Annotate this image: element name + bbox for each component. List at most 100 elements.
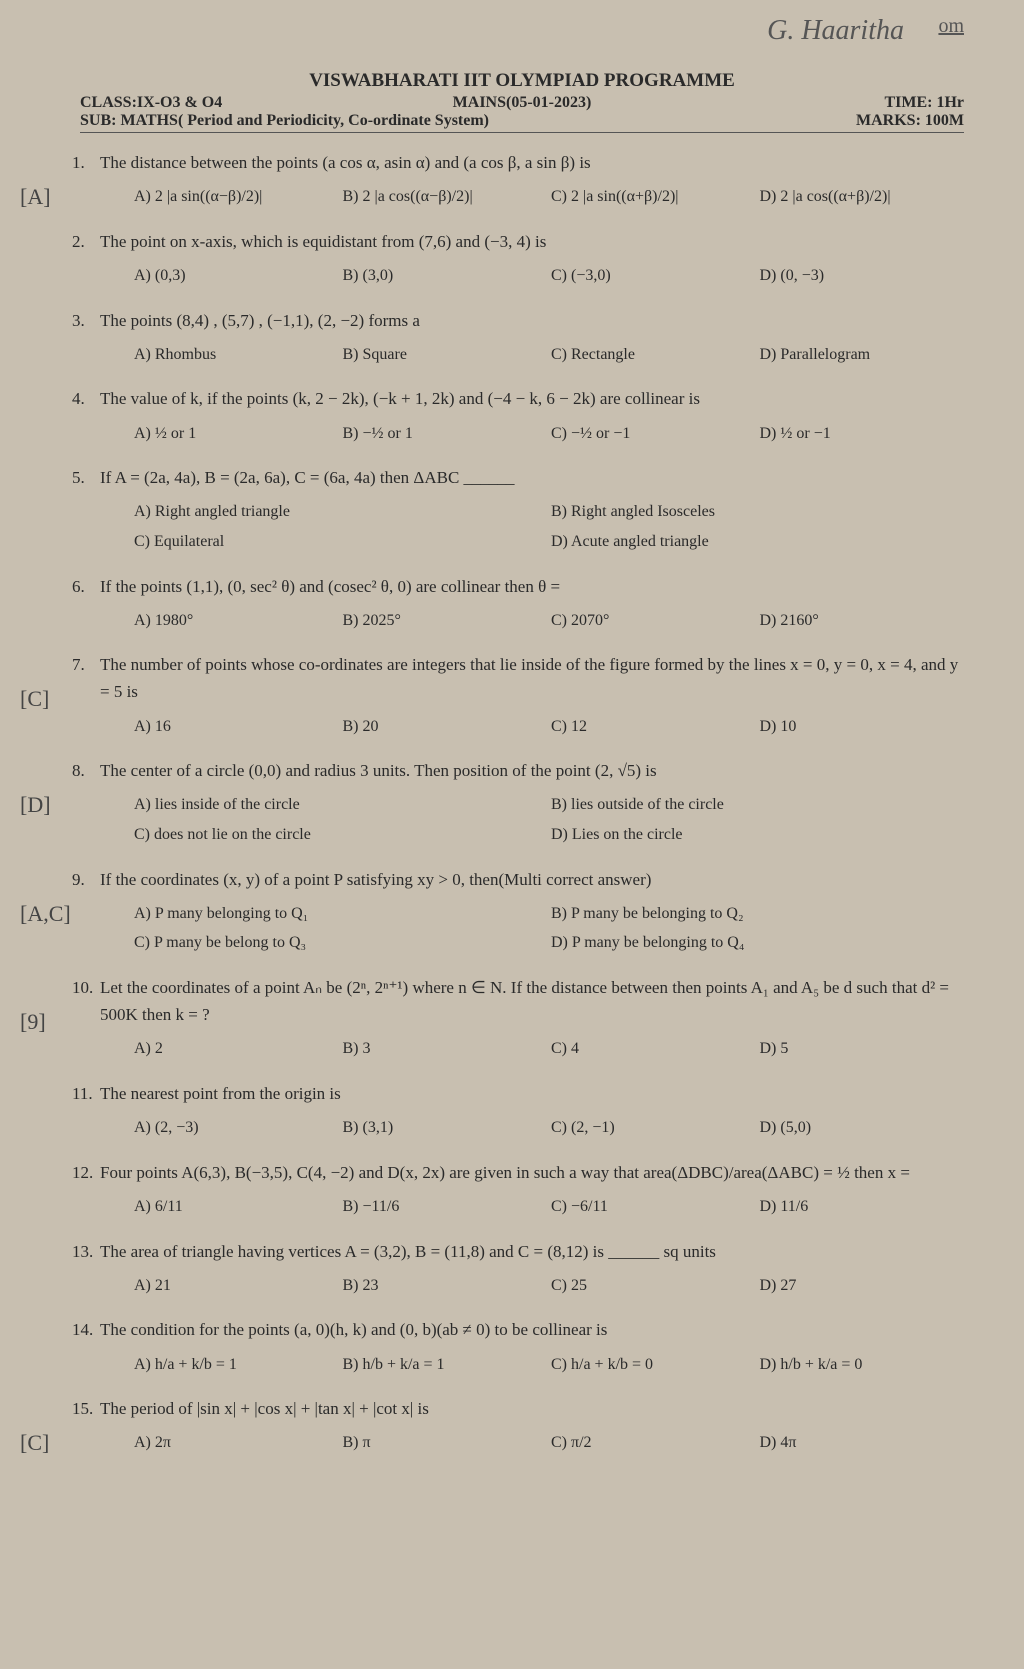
option: D) 4π bbox=[756, 1428, 965, 1458]
question-text: If A = (2a, 4a), B = (2a, 6a), C = (6a, … bbox=[100, 468, 515, 487]
handwritten-mark: [A,C] bbox=[20, 896, 71, 931]
question-number: 8. bbox=[72, 757, 85, 784]
options-row: A) 2B) 3C) 4D) 5 bbox=[100, 1034, 964, 1064]
option: A) 16 bbox=[130, 712, 339, 742]
question-text: If the coordinates (x, y) of a point P s… bbox=[100, 870, 651, 889]
option: B) 2 |a cos((α−β)/2)| bbox=[339, 182, 548, 212]
option: D) 27 bbox=[756, 1271, 965, 1301]
option: B) (3,1) bbox=[339, 1113, 548, 1143]
option: C) P many be belong to Q₃ bbox=[130, 928, 547, 958]
question-number: 6. bbox=[72, 573, 85, 600]
sub-row: SUB: MATHS( Period and Periodicity, Co-o… bbox=[80, 112, 964, 133]
question: 6.If the points (1,1), (0, sec² θ) and (… bbox=[80, 573, 964, 636]
option: C) π/2 bbox=[547, 1428, 756, 1458]
option: D) 2 |a cos((α+β)/2)| bbox=[756, 182, 965, 212]
question: 15.[C]The period of |sin x| + |cos x| + … bbox=[80, 1395, 964, 1458]
question: 10.[9]Let the coordinates of a point Aₙ … bbox=[80, 974, 964, 1064]
question-text: Let the coordinates of a point Aₙ be (2ⁿ… bbox=[100, 978, 949, 1024]
question-text: The period of |sin x| + |cos x| + |tan x… bbox=[100, 1399, 429, 1418]
handwritten-mark: [A] bbox=[20, 179, 51, 214]
option: C) h/a + k/b = 0 bbox=[547, 1350, 756, 1380]
option: C) Equilateral bbox=[130, 527, 547, 557]
question-number: 4. bbox=[72, 385, 85, 412]
option: C) −6/11 bbox=[547, 1192, 756, 1222]
question-number: 1. bbox=[72, 149, 85, 176]
question-text: The number of points whose co-ordinates … bbox=[100, 655, 958, 701]
option: D) 11/6 bbox=[756, 1192, 965, 1222]
option: C) (2, −1) bbox=[547, 1113, 756, 1143]
options-row: A) 2πB) πC) π/2D) 4π bbox=[100, 1428, 964, 1458]
option: D) 5 bbox=[756, 1034, 965, 1064]
option: A) 2 |a sin((α−β)/2)| bbox=[130, 182, 339, 212]
programme-title: VISWABHARATI IIT OLYMPIAD PROGRAMME bbox=[80, 70, 964, 92]
option: D) P many be belonging to Q₄ bbox=[547, 928, 964, 958]
question-text: The value of k, if the points (k, 2 − 2k… bbox=[100, 389, 700, 408]
header-row: CLASS:IX-O3 & O4 MAINS(05-01-2023) TIME:… bbox=[80, 94, 964, 112]
option: A) h/a + k/b = 1 bbox=[130, 1350, 339, 1380]
option: A) Rhombus bbox=[130, 340, 339, 370]
option: D) h/b + k/a = 0 bbox=[756, 1350, 965, 1380]
option: D) 10 bbox=[756, 712, 965, 742]
option: A) (2, −3) bbox=[130, 1113, 339, 1143]
option: A) P many belonging to Q₁ bbox=[130, 899, 547, 929]
question: 7.[C]The number of points whose co-ordin… bbox=[80, 651, 964, 741]
mains-label: MAINS(05-01-2023) bbox=[375, 94, 670, 112]
handwritten-mark: [9] bbox=[20, 1004, 46, 1039]
option: B) −½ or 1 bbox=[339, 419, 548, 449]
option: D) (0, −3) bbox=[756, 261, 965, 291]
option: B) (3,0) bbox=[339, 261, 548, 291]
question-number: 10. bbox=[72, 974, 93, 1001]
question-number: 14. bbox=[72, 1316, 93, 1343]
question-number: 7. bbox=[72, 651, 85, 678]
options-row: A) Right angled triangleB) Right angled … bbox=[100, 497, 964, 556]
question-number: 3. bbox=[72, 307, 85, 334]
options-row: A) 21B) 23C) 25D) 27 bbox=[100, 1271, 964, 1301]
option: B) Square bbox=[339, 340, 548, 370]
question-text: The distance between the points (a cos α… bbox=[100, 153, 591, 172]
question-number: 11. bbox=[72, 1080, 93, 1107]
options-row: A) RhombusB) SquareC) RectangleD) Parall… bbox=[100, 340, 964, 370]
question: 5.If A = (2a, 4a), B = (2a, 6a), C = (6a… bbox=[80, 464, 964, 556]
options-row: A) lies inside of the circleB) lies outs… bbox=[100, 790, 964, 849]
question-text: The nearest point from the origin is bbox=[100, 1084, 341, 1103]
option: D) Acute angled triangle bbox=[547, 527, 964, 557]
option: B) h/b + k/a = 1 bbox=[339, 1350, 548, 1380]
question-text: The condition for the points (a, 0)(h, k… bbox=[100, 1320, 607, 1339]
option: A) (0,3) bbox=[130, 261, 339, 291]
question: 4.The value of k, if the points (k, 2 − … bbox=[80, 385, 964, 448]
question: 3.The points (8,4) , (5,7) , (−1,1), (2,… bbox=[80, 307, 964, 370]
option: B) −11/6 bbox=[339, 1192, 548, 1222]
question: 9.[A,C]If the coordinates (x, y) of a po… bbox=[80, 866, 964, 958]
options-row: A) P many belonging to Q₁B) P many be be… bbox=[100, 899, 964, 958]
option: D) Lies on the circle bbox=[547, 820, 964, 850]
question: 2.The point on x-axis, which is equidist… bbox=[80, 228, 964, 291]
question-text: If the points (1,1), (0, sec² θ) and (co… bbox=[100, 577, 560, 596]
question: 12.Four points A(6,3), B(−3,5), C(4, −2)… bbox=[80, 1159, 964, 1222]
options-row: A) 1980°B) 2025°C) 2070°D) 2160° bbox=[100, 606, 964, 636]
time-label: TIME: 1Hr bbox=[669, 94, 964, 112]
handwritten-mark: [D] bbox=[20, 787, 51, 822]
option: A) 21 bbox=[130, 1271, 339, 1301]
question-text: The point on x-axis, which is equidistan… bbox=[100, 232, 546, 251]
question-number: 2. bbox=[72, 228, 85, 255]
options-row: A) (2, −3)B) (3,1)C) (2, −1)D) (5,0) bbox=[100, 1113, 964, 1143]
option: B) π bbox=[339, 1428, 548, 1458]
option: B) lies outside of the circle bbox=[547, 790, 964, 820]
option: B) 20 bbox=[339, 712, 548, 742]
option: C) does not lie on the circle bbox=[130, 820, 547, 850]
option: C) −½ or −1 bbox=[547, 419, 756, 449]
option: C) 12 bbox=[547, 712, 756, 742]
option: D) (5,0) bbox=[756, 1113, 965, 1143]
question-number: 5. bbox=[72, 464, 85, 491]
question-text: The area of triangle having vertices A =… bbox=[100, 1242, 716, 1261]
handwritten-mark: [C] bbox=[20, 1425, 49, 1460]
option: B) 3 bbox=[339, 1034, 548, 1064]
question: 11.The nearest point from the origin isA… bbox=[80, 1080, 964, 1143]
subject-label: SUB: MATHS( Period and Periodicity, Co-o… bbox=[80, 112, 489, 130]
option: C) Rectangle bbox=[547, 340, 756, 370]
option: B) 23 bbox=[339, 1271, 548, 1301]
option: A) Right angled triangle bbox=[130, 497, 547, 527]
option: A) 6/11 bbox=[130, 1192, 339, 1222]
question-text: The points (8,4) , (5,7) , (−1,1), (2, −… bbox=[100, 311, 420, 330]
class-label: CLASS:IX-O3 & O4 bbox=[80, 94, 375, 112]
